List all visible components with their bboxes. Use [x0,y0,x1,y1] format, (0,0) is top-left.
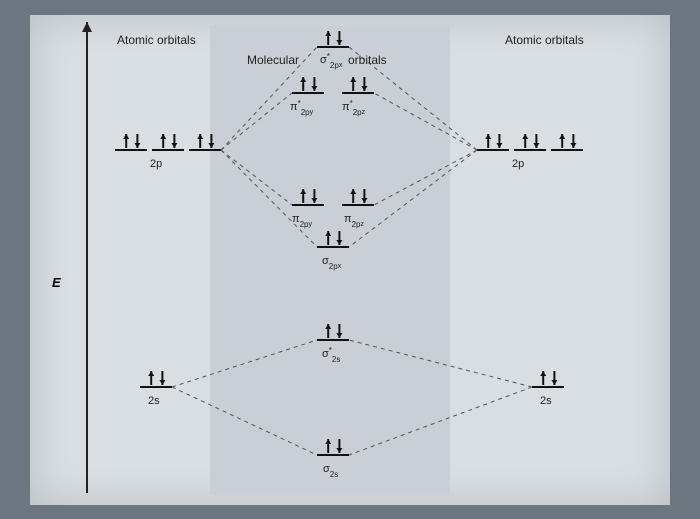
header-text: Molecular [247,53,299,67]
header-text: Atomic orbitals [505,33,584,47]
svg-text:2s: 2s [540,395,552,407]
svg-text:2p: 2p [150,158,162,170]
diagram-page: E 2p2s2p2sσ*2pxπ*2pyπ*2pzπ2pyπ2pzσ2pxσ*2… [30,15,670,505]
header-text: orbitals [348,53,387,67]
svg-text:2s: 2s [148,395,160,407]
header-text: Atomic orbitals [117,33,196,47]
mo-diagram-svg: 2p2s2p2sσ*2pxπ*2pyπ*2pzπ2pyπ2pzσ2pxσ*2sσ… [30,15,670,505]
svg-text:2p: 2p [512,158,524,170]
